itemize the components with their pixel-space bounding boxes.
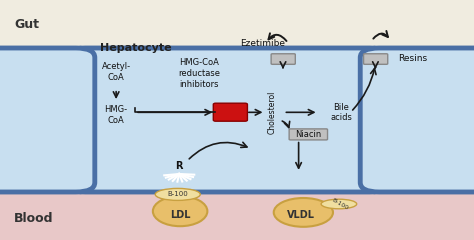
Ellipse shape bbox=[155, 188, 200, 200]
Text: Acetyl-
CoA: Acetyl- CoA bbox=[101, 62, 131, 82]
FancyBboxPatch shape bbox=[213, 103, 247, 121]
Text: Blood: Blood bbox=[14, 212, 54, 225]
Ellipse shape bbox=[321, 199, 356, 209]
Bar bbox=[0, 0, 474, 53]
Text: Ezetimibe: Ezetimibe bbox=[241, 39, 285, 48]
Text: Hepatocyte: Hepatocyte bbox=[100, 43, 171, 53]
Text: Niacin: Niacin bbox=[295, 130, 321, 139]
Text: LDL: LDL bbox=[170, 210, 191, 220]
Bar bbox=[0, 52, 474, 59]
FancyBboxPatch shape bbox=[364, 54, 388, 64]
Bar bbox=[0, 53, 474, 187]
FancyBboxPatch shape bbox=[271, 54, 295, 64]
FancyBboxPatch shape bbox=[360, 48, 474, 192]
Text: R: R bbox=[175, 161, 183, 171]
Text: B-100: B-100 bbox=[167, 192, 188, 197]
FancyBboxPatch shape bbox=[289, 129, 328, 140]
Ellipse shape bbox=[153, 196, 207, 226]
Text: Cholesterol: Cholesterol bbox=[268, 91, 277, 134]
Text: Gut: Gut bbox=[14, 18, 39, 30]
Text: Resins: Resins bbox=[398, 54, 427, 63]
Text: HMG-CoA
reductase
inhibitors: HMG-CoA reductase inhibitors bbox=[178, 58, 220, 89]
Text: Bile
acids: Bile acids bbox=[330, 103, 352, 122]
Bar bbox=[0, 187, 474, 240]
Text: B-100: B-100 bbox=[331, 197, 349, 211]
Text: VLDL: VLDL bbox=[287, 210, 315, 220]
Text: HMG-
CoA: HMG- CoA bbox=[105, 106, 128, 125]
FancyBboxPatch shape bbox=[0, 48, 95, 192]
Ellipse shape bbox=[274, 198, 333, 227]
FancyBboxPatch shape bbox=[66, 48, 389, 192]
